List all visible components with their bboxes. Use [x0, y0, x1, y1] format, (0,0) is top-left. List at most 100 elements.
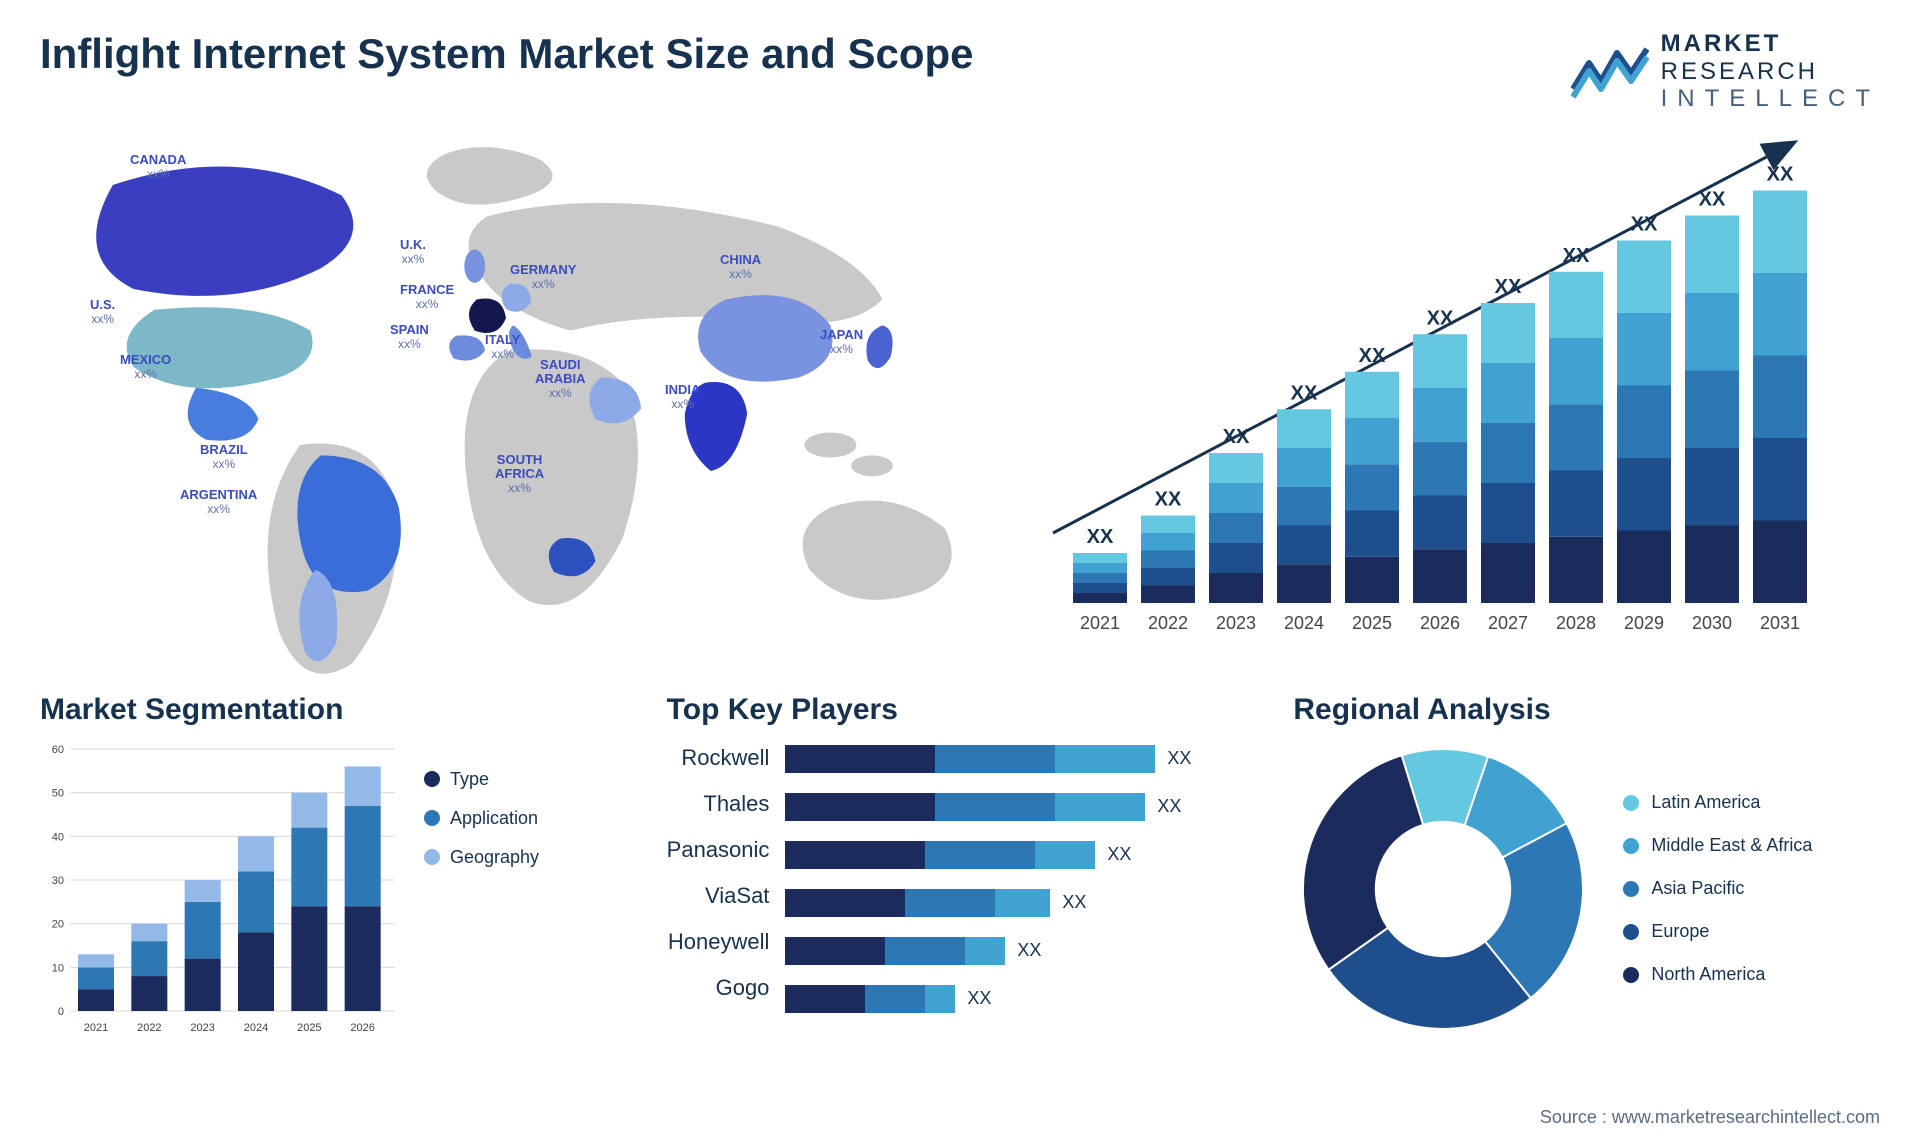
- players-title: Top Key Players: [667, 693, 1254, 727]
- country-label: CHINAxx%: [720, 253, 761, 282]
- svg-text:10: 10: [52, 962, 64, 974]
- header: Inflight Internet System Market Size and…: [40, 30, 1880, 113]
- growth-chart: XX 2021 XX 2022 XX 2023 XX 2024 XX 2025 XX 2026 XX 20…: [1016, 133, 1880, 653]
- svg-text:2028: 2028: [1556, 613, 1596, 633]
- source-text: Source : www.marketresearchintellect.com: [1540, 1107, 1880, 1128]
- svg-text:XX: XX: [1155, 488, 1182, 510]
- country-label: ITALYxx%: [485, 333, 520, 362]
- svg-text:50: 50: [52, 787, 64, 799]
- svg-text:XX: XX: [1495, 276, 1522, 298]
- players-bars: XX XX XX XX XX XX: [785, 739, 1253, 1013]
- player-name: ViaSat: [667, 883, 770, 909]
- player-bar-row: XX: [785, 745, 1253, 773]
- country-label: SAUDIARABIAxx%: [535, 358, 586, 401]
- segmentation-title: Market Segmentation: [40, 693, 627, 727]
- brand-logo: MARKET RESEARCH INTELLECT: [1571, 30, 1880, 113]
- player-value: XX: [1107, 844, 1131, 865]
- legend-item: Europe: [1623, 921, 1812, 942]
- svg-text:2025: 2025: [1352, 613, 1392, 633]
- svg-text:2024: 2024: [244, 1022, 268, 1034]
- svg-text:2030: 2030: [1692, 613, 1732, 633]
- legend-item: Asia Pacific: [1623, 878, 1812, 899]
- players-panel: Top Key Players RockwellThalesPanasonicV…: [667, 693, 1254, 1039]
- svg-text:2026: 2026: [1420, 613, 1460, 633]
- player-bar: [785, 937, 1005, 965]
- svg-text:XX: XX: [1699, 188, 1726, 210]
- player-bar: [785, 889, 1050, 917]
- svg-text:2031: 2031: [1760, 613, 1800, 633]
- svg-text:XX: XX: [1087, 526, 1114, 548]
- player-value: XX: [967, 988, 991, 1009]
- country-label: MEXICOxx%: [120, 353, 171, 382]
- svg-text:30: 30: [52, 875, 64, 887]
- country-label: FRANCExx%: [400, 283, 454, 312]
- svg-text:2023: 2023: [1216, 613, 1256, 633]
- svg-text:2024: 2024: [1284, 613, 1324, 633]
- player-value: XX: [1167, 748, 1191, 769]
- player-name: Gogo: [667, 975, 770, 1001]
- svg-text:XX: XX: [1291, 382, 1318, 404]
- legend-item: Geography: [424, 847, 539, 868]
- player-bar: [785, 793, 1145, 821]
- svg-text:2021: 2021: [1080, 613, 1120, 633]
- country-label: CANADAxx%: [130, 153, 186, 182]
- regional-donut: [1293, 739, 1593, 1039]
- legend-item: Latin America: [1623, 792, 1812, 813]
- player-bar-row: XX: [785, 841, 1253, 869]
- svg-text:2022: 2022: [1148, 613, 1188, 633]
- svg-text:2022: 2022: [137, 1022, 161, 1034]
- segmentation-chart: 0 10 20 30 40 50 60 2021 2022 2023 2024 2025 2026: [40, 739, 400, 1039]
- legend-item: Type: [424, 769, 539, 790]
- page-title: Inflight Internet System Market Size and…: [40, 30, 974, 78]
- svg-text:XX: XX: [1631, 213, 1658, 235]
- svg-text:2027: 2027: [1488, 613, 1528, 633]
- logo-icon: [1571, 43, 1649, 99]
- logo-text: MARKET RESEARCH INTELLECT: [1661, 30, 1880, 113]
- world-map: [40, 133, 976, 674]
- svg-text:2021: 2021: [84, 1022, 108, 1034]
- svg-text:XX: XX: [1427, 307, 1454, 329]
- country-label: U.S.xx%: [90, 298, 115, 327]
- regional-title: Regional Analysis: [1293, 693, 1880, 727]
- svg-text:2023: 2023: [190, 1022, 214, 1034]
- svg-text:2026: 2026: [350, 1022, 374, 1034]
- svg-text:XX: XX: [1223, 426, 1250, 448]
- player-bar: [785, 841, 1095, 869]
- player-bar-row: XX: [785, 937, 1253, 965]
- svg-text:2025: 2025: [297, 1022, 321, 1034]
- svg-text:XX: XX: [1767, 163, 1794, 185]
- players-names: RockwellThalesPanasonicViaSatHoneywellGo…: [667, 739, 770, 1013]
- player-value: XX: [1017, 940, 1041, 961]
- country-label: BRAZILxx%: [200, 443, 248, 472]
- country-label: SOUTHAFRICAxx%: [495, 453, 544, 496]
- player-name: Rockwell: [667, 745, 770, 771]
- player-value: XX: [1157, 796, 1181, 817]
- segmentation-panel: Market Segmentation 0 10 20 30 40 50 60 2021 202…: [40, 693, 627, 1039]
- regional-panel: Regional Analysis Latin America Middle Ea…: [1293, 693, 1880, 1039]
- svg-text:60: 60: [52, 744, 64, 756]
- svg-text:0: 0: [58, 1006, 64, 1018]
- player-name: Honeywell: [667, 929, 770, 955]
- player-bar-row: XX: [785, 985, 1253, 1013]
- svg-text:40: 40: [52, 831, 64, 843]
- regional-legend: Latin America Middle East & Africa Asia Pa…: [1623, 792, 1812, 985]
- country-label: JAPANxx%: [820, 328, 863, 357]
- world-map-panel: CANADAxx% U.S.xx% MEXICOxx% BRAZILxx% ARGENT…: [40, 133, 976, 653]
- legend-item: Application: [424, 808, 539, 829]
- country-label: SPAINxx%: [390, 323, 429, 352]
- player-bar: [785, 985, 955, 1013]
- legend-item: Middle East & Africa: [1623, 835, 1812, 856]
- svg-text:20: 20: [52, 918, 64, 930]
- segmentation-legend: Type Application Geography: [424, 739, 539, 868]
- country-label: INDIAxx%: [665, 383, 700, 412]
- player-value: XX: [1062, 892, 1086, 913]
- country-label: ARGENTINAxx%: [180, 488, 257, 517]
- svg-text:2029: 2029: [1624, 613, 1664, 633]
- legend-item: North America: [1623, 964, 1812, 985]
- player-bar-row: XX: [785, 793, 1253, 821]
- svg-text:XX: XX: [1359, 345, 1386, 367]
- player-name: Panasonic: [667, 837, 770, 863]
- player-bar: [785, 745, 1155, 773]
- player-bar-row: XX: [785, 889, 1253, 917]
- country-label: U.K.xx%: [400, 238, 426, 267]
